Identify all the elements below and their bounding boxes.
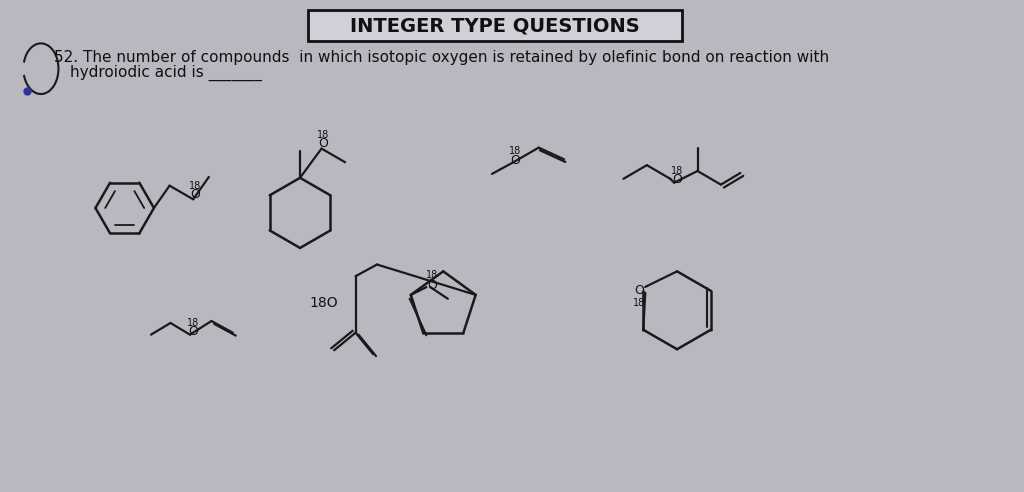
Text: 18: 18 [633, 299, 645, 308]
FancyBboxPatch shape [308, 10, 682, 41]
Text: 18: 18 [671, 166, 683, 176]
Text: O: O [190, 188, 200, 201]
Text: hydroiodic acid is _______: hydroiodic acid is _______ [70, 64, 262, 81]
Text: INTEGER TYPE QUESTIONS: INTEGER TYPE QUESTIONS [350, 16, 640, 35]
Text: 18: 18 [186, 318, 199, 328]
Text: 18: 18 [509, 146, 521, 155]
Text: 18: 18 [426, 271, 438, 280]
Text: 18: 18 [317, 130, 330, 140]
Text: O: O [510, 154, 520, 167]
Text: O: O [318, 137, 329, 150]
Text: 18O: 18O [309, 297, 338, 310]
Text: O: O [635, 284, 644, 297]
Text: O: O [672, 173, 682, 186]
Text: O: O [427, 278, 437, 292]
Text: O: O [188, 325, 198, 338]
Text: 52. The number of compounds  in which isotopic oxygen is retained by olefinic bo: 52. The number of compounds in which iso… [53, 50, 828, 64]
Text: 18: 18 [189, 181, 202, 191]
